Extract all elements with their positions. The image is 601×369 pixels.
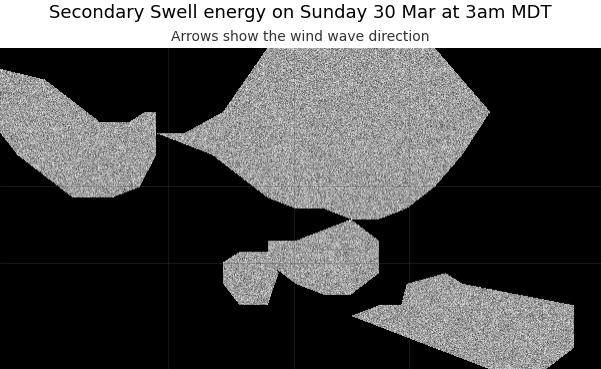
Text: Arrows show the wind wave direction: Arrows show the wind wave direction — [171, 30, 430, 44]
Text: Secondary Swell energy on Sunday 30 Mar at 3am MDT: Secondary Swell energy on Sunday 30 Mar … — [49, 4, 552, 23]
